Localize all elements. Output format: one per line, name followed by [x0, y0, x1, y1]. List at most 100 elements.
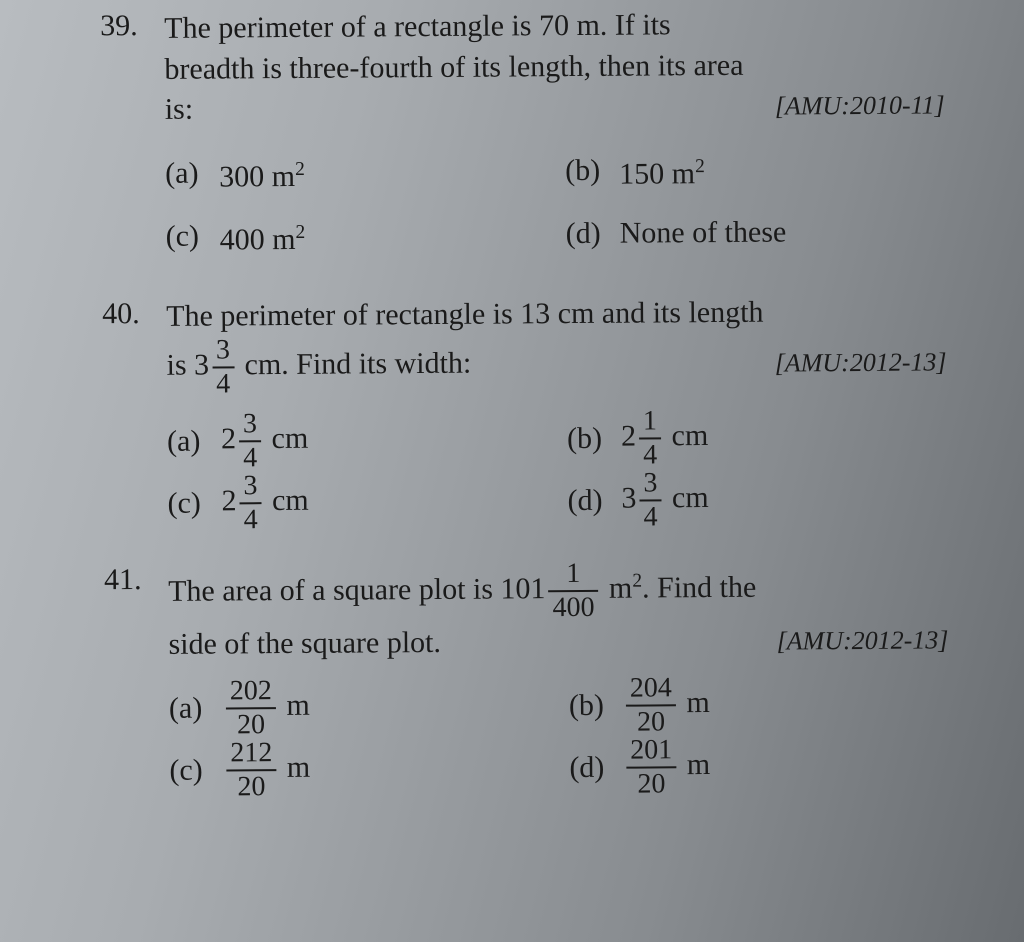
numerator: 3: [239, 410, 261, 442]
option-a: (a) 234 cm: [167, 408, 567, 473]
denominator: 400: [549, 592, 599, 622]
option-d: (d) 334 cm: [567, 467, 967, 532]
option-label: (b): [567, 411, 611, 467]
fraction: 21220: [226, 739, 276, 801]
fraction: 34: [239, 410, 261, 472]
option-text: 234 cm: [221, 410, 309, 473]
question-39: 39. The perimeter of a rectangle is 70 m…: [100, 3, 986, 269]
stem-line: The perimeter of a rectangle is 70 m. If…: [164, 8, 671, 45]
options: (a) 20220 m (b) 20420 m (c): [169, 672, 970, 802]
stem-line: The area of a square plot is 1011400 m2.…: [168, 571, 756, 608]
fraction: 1400: [548, 560, 598, 622]
unit: cm: [264, 484, 308, 517]
option-d: (d) 20120 m: [569, 734, 969, 799]
option-label: (b): [565, 143, 609, 199]
option-label: (c): [167, 476, 211, 532]
option-text: 150 m2: [619, 139, 705, 203]
option-text: 214 cm: [621, 407, 709, 470]
numerator: 3: [639, 469, 661, 501]
numerator: 1: [548, 560, 598, 592]
option-c: (c) 400 m2: [165, 203, 565, 269]
numerator: 212: [226, 739, 276, 771]
source-tag: [AMU:2012-13]: [775, 345, 967, 381]
option-label: (d): [567, 473, 611, 529]
question-number: 41.: [104, 563, 164, 597]
option-a: (a) 300 m2: [165, 140, 565, 206]
stem-line: side of the square plot.: [168, 623, 441, 665]
stem-sup: 2: [632, 570, 642, 591]
option-text: 20220 m: [223, 676, 310, 739]
denominator: 4: [640, 501, 662, 531]
option-b: (b) 214 cm: [567, 405, 967, 470]
unit: cm: [264, 422, 308, 455]
denominator: 4: [239, 442, 261, 472]
fraction: 20120: [626, 736, 676, 798]
option-label: (b): [569, 677, 613, 733]
fraction: 14: [639, 407, 661, 469]
option-a: (a) 20220 m: [169, 675, 569, 740]
option-d: (d) None of these: [565, 200, 965, 266]
numerator: 201: [626, 736, 676, 768]
stem-prefix: The area of a square plot is: [168, 572, 501, 607]
question-number: 39.: [100, 9, 160, 43]
option-text: 300 m2: [219, 141, 305, 205]
option-label: (d): [565, 206, 609, 262]
question-number: 40.: [102, 296, 162, 330]
option-b: (b) 150 m2: [565, 137, 965, 203]
option-text: 20120 m: [623, 736, 710, 799]
stem-suffix-after: . Find the: [642, 571, 756, 605]
question-41: 41. The area of a square plot is 1011400…: [104, 557, 990, 802]
denominator: 20: [626, 768, 676, 798]
option-text: 234 cm: [221, 472, 309, 535]
exam-page: 39. The perimeter of a rectangle is 70 m…: [0, 0, 1024, 850]
unit: m: [679, 685, 710, 718]
source-tag: [AMU:2012-13]: [776, 622, 968, 658]
source-tag: [AMU:2010-11]: [775, 87, 965, 123]
fraction: 20420: [626, 674, 676, 736]
numerator: 1: [639, 407, 661, 439]
question-body: The area of a square plot is 1011400 m2.…: [168, 557, 970, 801]
question-40: 40. The perimeter of rectangle is 13 cm …: [102, 291, 988, 536]
question-stem: The perimeter of rectangle is 13 cm and …: [166, 291, 967, 399]
denominator: 4: [212, 368, 234, 398]
stem-line: The perimeter of rectangle is 13 cm and …: [166, 295, 764, 332]
denominator: 4: [639, 439, 661, 469]
stem-line: is:: [165, 90, 194, 131]
option-label: (a): [167, 414, 211, 470]
question-body: The perimeter of a rectangle is 70 m. If…: [164, 3, 966, 268]
denominator: 20: [626, 706, 676, 736]
stem-mid: m: [609, 571, 633, 604]
unit: m: [679, 747, 710, 780]
stem-suffix: cm. Find its width:: [244, 347, 471, 382]
unit: m: [279, 750, 310, 783]
stem-line: is 334 cm. Find its width:: [166, 335, 471, 399]
mixed-whole: 3: [194, 348, 209, 381]
question-stem: The area of a square plot is 1011400 m2.…: [168, 557, 969, 665]
options: (a) 300 m2 (b) 150 m2 (c) 400 m2 (d): [165, 137, 966, 269]
numerator: 3: [239, 472, 261, 504]
unit: cm: [664, 419, 708, 452]
mixed-whole: 2: [221, 484, 236, 517]
numerator: 3: [212, 336, 234, 368]
option-label: (a): [169, 680, 213, 736]
numerator: 204: [626, 674, 676, 706]
option-text: None of these: [619, 205, 786, 262]
denominator: 20: [226, 709, 276, 739]
denominator: 4: [240, 504, 262, 534]
unit: m: [279, 688, 310, 721]
fraction: 34: [239, 472, 261, 534]
mixed-whole: 2: [621, 419, 636, 452]
option-text: 21220 m: [223, 738, 310, 801]
option-c: (c) 234 cm: [167, 470, 567, 535]
stem-is: is: [166, 349, 194, 382]
option-label: (c): [169, 742, 213, 798]
stem-line: breadth is three-fourth of its length, t…: [164, 48, 743, 85]
fraction: 34: [212, 336, 234, 398]
question-body: The perimeter of rectangle is 13 cm and …: [166, 291, 968, 535]
unit: cm: [664, 481, 708, 514]
option-c: (c) 21220 m: [169, 737, 569, 802]
mixed-whole: 101: [500, 572, 545, 605]
mixed-whole: 2: [221, 422, 236, 455]
denominator: 20: [226, 771, 276, 801]
option-text: 400 m2: [219, 204, 305, 268]
